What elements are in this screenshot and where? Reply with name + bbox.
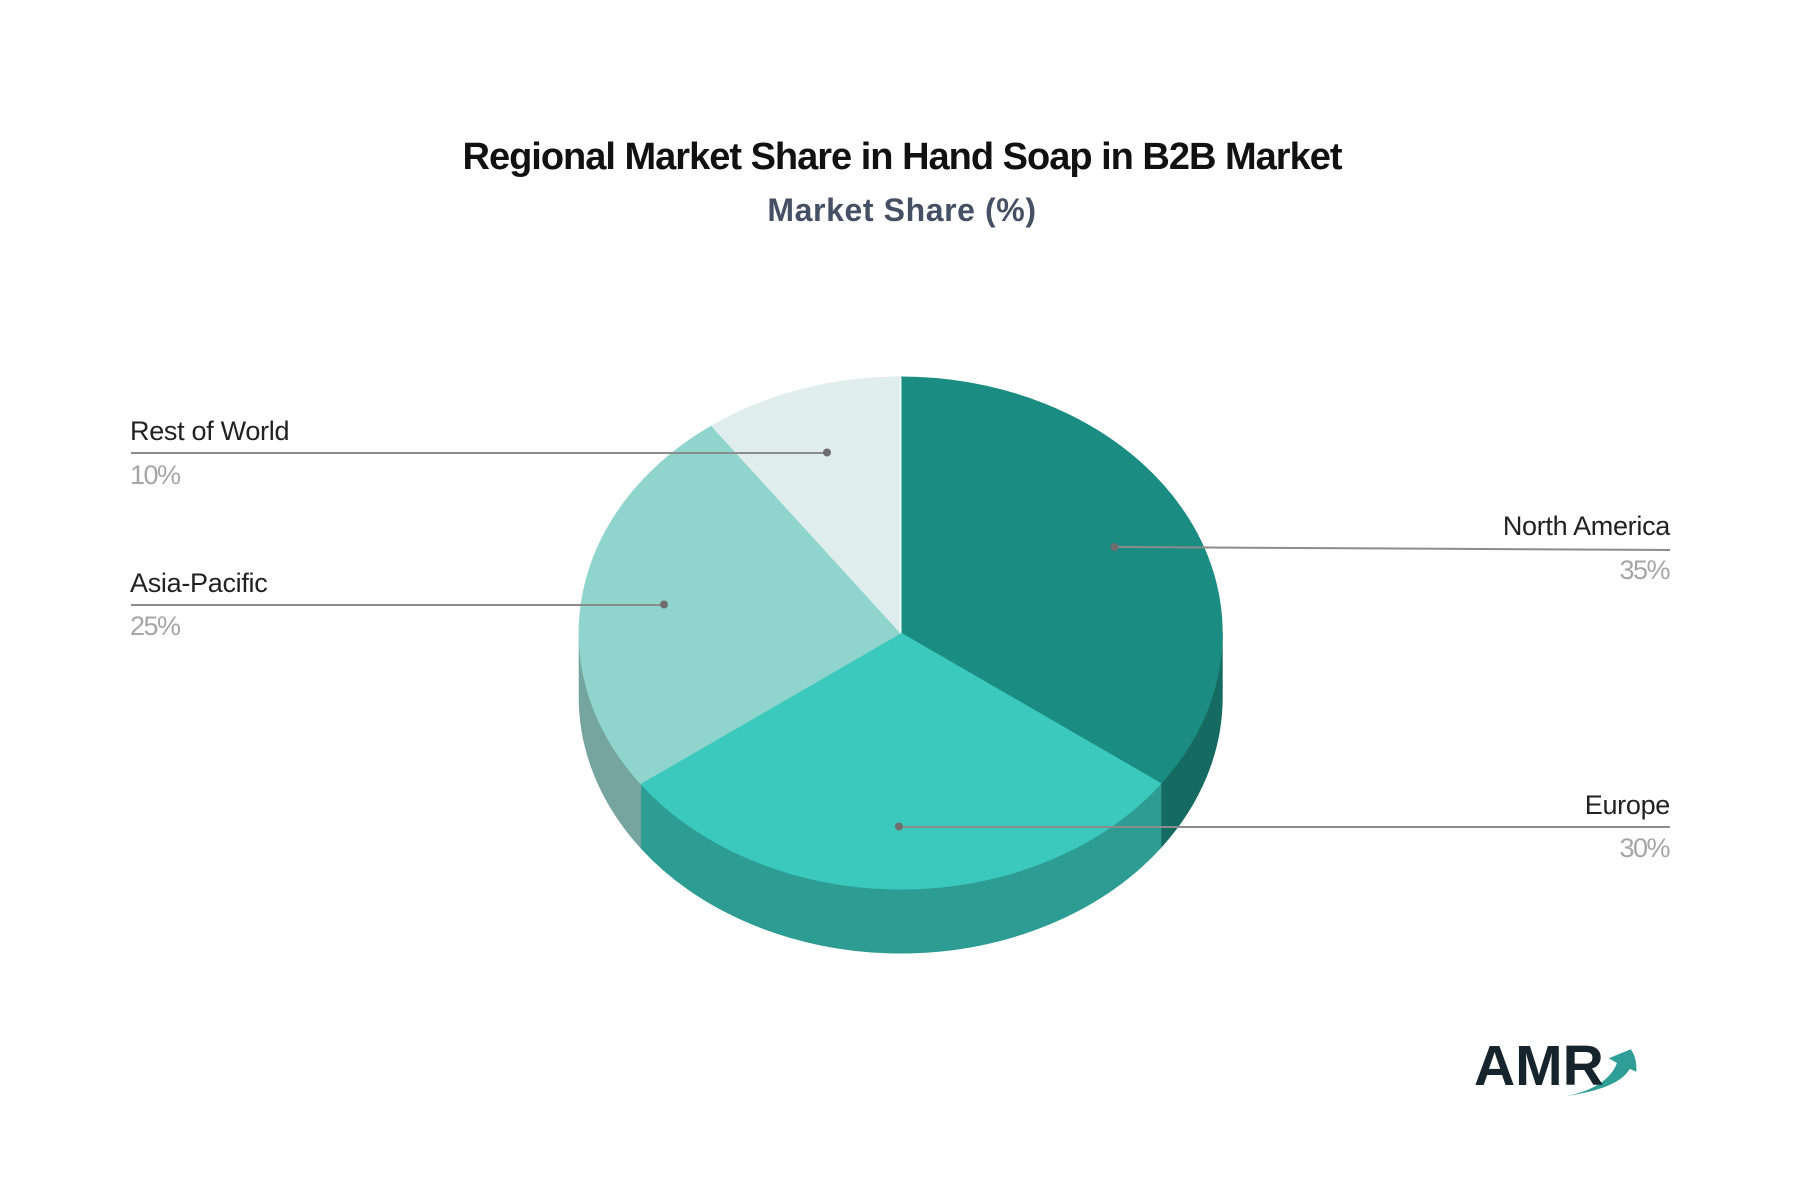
svg-text:Rest of World: Rest of World <box>130 416 289 446</box>
svg-text:30%: 30% <box>1619 833 1670 863</box>
svg-text:10%: 10% <box>130 460 181 490</box>
svg-text:Market Share (%): Market Share (%) <box>767 192 1036 228</box>
svg-text:Regional Market Share in Hand: Regional Market Share in Hand Soap in B2… <box>463 136 1343 178</box>
svg-text:North America: North America <box>1503 511 1671 541</box>
svg-text:25%: 25% <box>130 611 181 641</box>
svg-text:Asia-Pacific: Asia-Pacific <box>130 568 267 598</box>
svg-text:Europe: Europe <box>1585 790 1670 820</box>
svg-text:35%: 35% <box>1619 555 1670 585</box>
svg-text:AMR: AMR <box>1474 1034 1604 1098</box>
